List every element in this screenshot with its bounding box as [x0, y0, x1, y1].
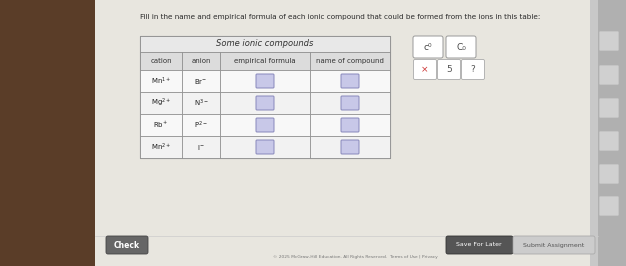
FancyBboxPatch shape	[599, 31, 619, 51]
Text: Some ionic compounds: Some ionic compounds	[217, 39, 314, 48]
Bar	[182, 136, 220, 158]
Bar	[310, 70, 390, 92]
Text: c⁰: c⁰	[424, 43, 433, 52]
Bar	[220, 52, 310, 70]
FancyBboxPatch shape	[599, 131, 619, 151]
Bar	[310, 52, 390, 70]
Bar	[140, 114, 182, 136]
Bar	[310, 114, 390, 136]
Text: Check: Check	[114, 240, 140, 250]
FancyBboxPatch shape	[599, 98, 619, 118]
Text: anion: anion	[192, 58, 211, 64]
FancyBboxPatch shape	[599, 65, 619, 85]
FancyBboxPatch shape	[461, 60, 485, 80]
Text: Fill in the name and empirical formula of each ionic compound that could be form: Fill in the name and empirical formula o…	[140, 14, 540, 20]
Text: N$^{3-}$: N$^{3-}$	[193, 97, 208, 109]
Text: 5: 5	[446, 65, 452, 74]
Bar	[598, 0, 626, 266]
Text: ?: ?	[471, 65, 475, 74]
Text: P$^{2-}$: P$^{2-}$	[194, 119, 208, 131]
Bar	[140, 36, 390, 158]
FancyBboxPatch shape	[256, 140, 274, 154]
Bar	[0, 0, 95, 266]
Bar	[310, 136, 390, 158]
FancyBboxPatch shape	[341, 96, 359, 110]
FancyBboxPatch shape	[446, 36, 476, 58]
Bar	[182, 92, 220, 114]
FancyBboxPatch shape	[256, 74, 274, 88]
FancyBboxPatch shape	[599, 196, 619, 216]
Text: Mn$^{1+}$: Mn$^{1+}$	[151, 75, 171, 87]
FancyBboxPatch shape	[341, 118, 359, 132]
FancyBboxPatch shape	[341, 74, 359, 88]
Bar	[310, 92, 390, 114]
Text: Br$^{-}$: Br$^{-}$	[194, 77, 208, 85]
FancyBboxPatch shape	[599, 164, 619, 184]
FancyBboxPatch shape	[414, 60, 436, 80]
FancyBboxPatch shape	[513, 236, 595, 254]
Text: I$^{-}$: I$^{-}$	[197, 143, 205, 152]
Text: Submit Assignment: Submit Assignment	[523, 243, 585, 247]
Bar	[182, 52, 220, 70]
Bar	[590, 0, 598, 266]
Bar	[182, 70, 220, 92]
Text: cation: cation	[150, 58, 172, 64]
Bar	[220, 114, 310, 136]
FancyBboxPatch shape	[413, 36, 443, 58]
Text: C₀: C₀	[456, 43, 466, 52]
Text: Mg$^{2+}$: Mg$^{2+}$	[151, 97, 171, 109]
FancyBboxPatch shape	[256, 96, 274, 110]
Bar	[140, 92, 182, 114]
Bar	[140, 52, 182, 70]
FancyBboxPatch shape	[106, 236, 148, 254]
FancyBboxPatch shape	[341, 140, 359, 154]
Bar	[182, 114, 220, 136]
Text: Mn$^{2+}$: Mn$^{2+}$	[151, 141, 171, 153]
Bar	[220, 70, 310, 92]
FancyBboxPatch shape	[446, 236, 513, 254]
Text: © 2025 McGraw-Hill Education. All Rights Reserved.  Terms of Use | Privacy: © 2025 McGraw-Hill Education. All Rights…	[273, 255, 438, 259]
Bar	[140, 136, 182, 158]
Bar	[220, 92, 310, 114]
Bar	[140, 70, 182, 92]
Text: Rb$^{+}$: Rb$^{+}$	[153, 120, 168, 130]
Text: Save For Later: Save For Later	[456, 243, 502, 247]
Text: empirical formula: empirical formula	[234, 58, 296, 64]
Text: name of compound: name of compound	[316, 58, 384, 64]
FancyBboxPatch shape	[256, 118, 274, 132]
Bar	[220, 136, 310, 158]
Text: ×: ×	[421, 65, 429, 74]
FancyBboxPatch shape	[438, 60, 461, 80]
Bar	[140, 36, 390, 52]
Bar	[95, 0, 598, 266]
